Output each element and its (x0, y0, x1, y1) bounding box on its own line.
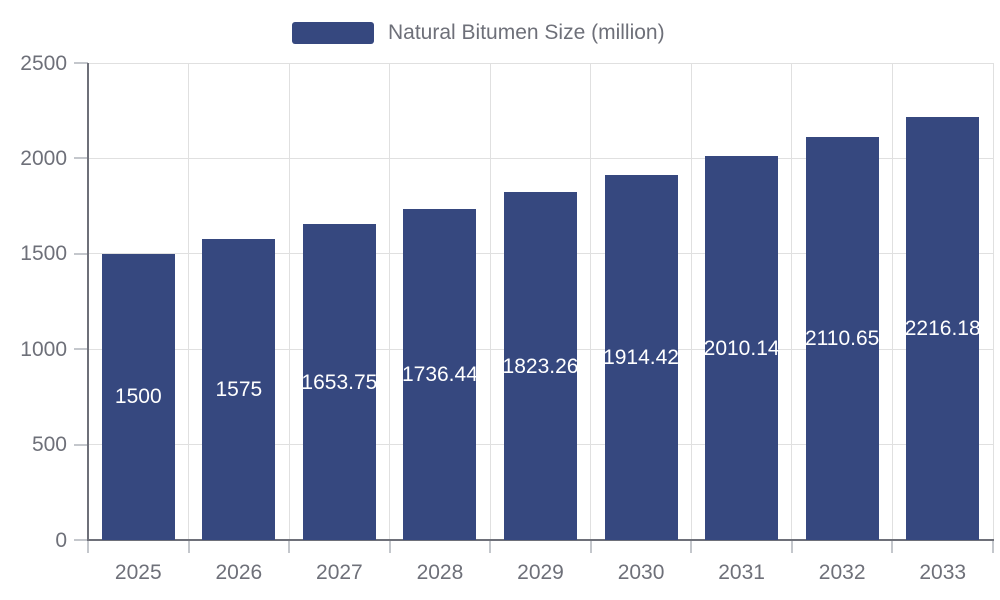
y-axis-tick (74, 539, 88, 541)
gridline-v (590, 63, 592, 540)
y-axis-tick (74, 157, 88, 160)
x-axis-line (87, 539, 994, 541)
y-tick-label: 0 (55, 528, 67, 552)
x-axis-tick (489, 540, 492, 553)
y-axis-tick (74, 348, 88, 351)
bar-2025[interactable] (101, 253, 175, 540)
gridline-v (188, 63, 190, 540)
gridline-v (288, 63, 290, 540)
y-axis-tick (74, 443, 88, 446)
y-axis-tick (74, 62, 88, 64)
legend-swatch-icon (292, 22, 374, 44)
y-axis-tick (74, 252, 88, 255)
bar-value-label: 1653.75 (301, 370, 378, 394)
bar-value-label: 2110.65 (804, 327, 880, 351)
x-axis-tick (891, 540, 894, 553)
gridline-h (88, 157, 993, 159)
x-tick-label: 2032 (818, 561, 866, 584)
bar-value-label: 1736.44 (401, 362, 478, 386)
bar-value-label: 1575 (215, 378, 263, 402)
legend-item[interactable]: Natural Bitumen Size (million) (292, 20, 665, 46)
legend-label: Natural Bitumen Size (million) (388, 21, 665, 44)
x-axis-tick (589, 540, 592, 553)
x-axis-tick (790, 540, 793, 553)
x-axis-tick (87, 540, 89, 553)
gridline-v (791, 63, 793, 540)
y-tick-label: 1500 (20, 242, 67, 266)
bar-2028[interactable] (403, 208, 477, 540)
bar-value-label: 1914.42 (603, 345, 679, 369)
bar-2029[interactable] (504, 192, 577, 540)
bar-2031[interactable] (705, 156, 779, 540)
y-tick-label: 500 (31, 433, 67, 457)
x-tick-label: 2029 (517, 561, 564, 584)
bar-value-label: 2010.14 (703, 336, 780, 360)
x-tick-label: 2028 (416, 561, 464, 584)
bar-value-label: 2216.18 (904, 317, 981, 341)
x-axis-tick (992, 540, 994, 553)
x-axis-tick (388, 540, 391, 553)
gridline-v (489, 63, 491, 540)
bar-2032[interactable] (805, 137, 879, 540)
y-tick-label: 1000 (20, 337, 67, 361)
gridline-v (891, 63, 893, 540)
x-axis-tick (690, 540, 693, 553)
x-tick-label: 2026 (215, 561, 263, 584)
gridline-v (389, 63, 391, 540)
x-tick-label: 2027 (316, 561, 363, 584)
gridline-h (88, 62, 993, 64)
gridline-v (992, 63, 994, 540)
x-tick-label: 2031 (718, 561, 765, 584)
bar-value-label: 1823.26 (502, 354, 579, 378)
gridline-v (690, 63, 692, 540)
x-axis-tick (288, 540, 291, 553)
x-tick-label: 2025 (114, 561, 162, 584)
bar-value-label: 1500 (114, 385, 162, 409)
y-tick-label: 2500 (20, 51, 67, 75)
x-tick-label: 2033 (919, 561, 967, 584)
bar-2026[interactable] (202, 239, 276, 540)
x-tick-label: 2030 (617, 561, 665, 584)
y-tick-label: 2000 (20, 146, 67, 170)
bar-2033[interactable] (906, 117, 980, 540)
x-axis-tick (187, 540, 190, 553)
y-axis-line (87, 63, 89, 541)
bar-2027[interactable] (302, 224, 376, 540)
bar-2030[interactable] (604, 174, 678, 540)
